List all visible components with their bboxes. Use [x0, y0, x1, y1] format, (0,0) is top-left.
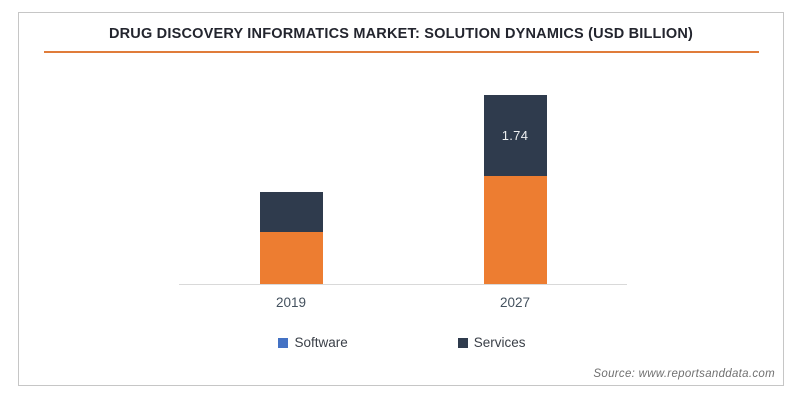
- chart-frame: DRUG DISCOVERY INFORMATICS MARKET: SOLUT…: [18, 12, 784, 386]
- legend-swatch-icon: [457, 337, 468, 348]
- legend-item-software: Software: [278, 335, 348, 350]
- chart-title: DRUG DISCOVERY INFORMATICS MARKET: SOLUT…: [108, 26, 694, 42]
- source-note: Source: www.reportsanddata.com: [593, 368, 775, 380]
- legend-swatch-icon: [278, 337, 289, 348]
- x-axis-label-2019: 2019: [275, 295, 307, 310]
- legend: Software Services: [19, 335, 785, 350]
- x-axis-line: [179, 284, 627, 285]
- bar-segment-software-2019: [259, 231, 323, 284]
- legend-label: Services: [473, 335, 526, 350]
- bar-segment-software-2027: [483, 176, 547, 284]
- plot-area: 2019 1.74 2027: [19, 13, 785, 387]
- legend-item-services: Services: [457, 335, 526, 350]
- bar-segment-services-2027: 1.74: [483, 95, 547, 177]
- title-divider-line: [44, 51, 759, 53]
- legend-label: Software: [294, 335, 348, 350]
- x-axis-label-2027: 2027: [499, 295, 531, 310]
- bar-segment-services-2019: [259, 191, 323, 232]
- bar-value-label: 1.74: [501, 128, 529, 144]
